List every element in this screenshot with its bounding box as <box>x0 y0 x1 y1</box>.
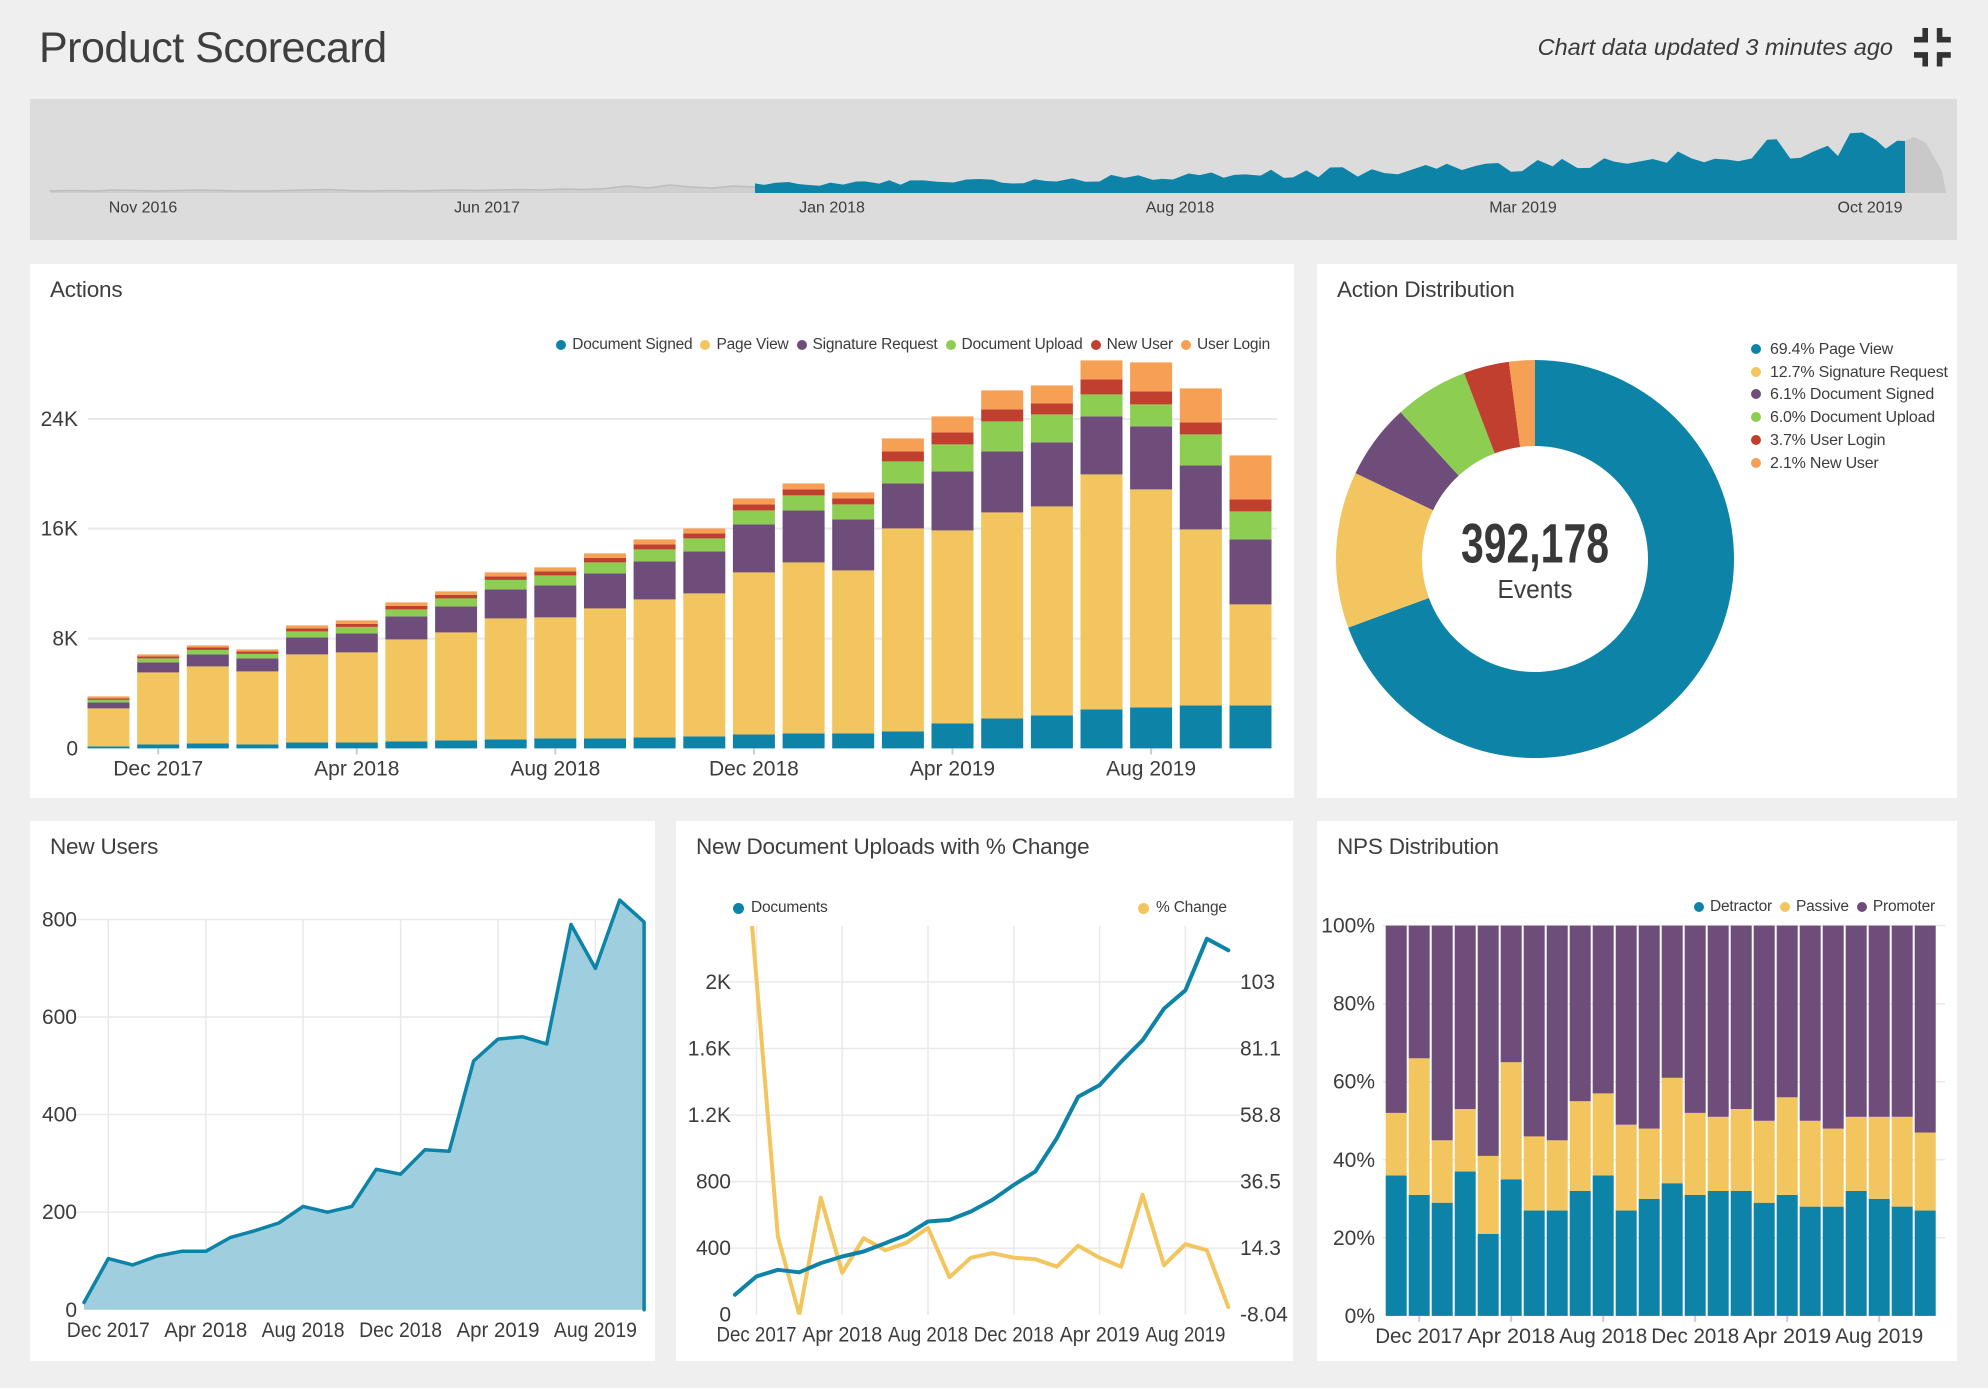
svg-text:Mar 2019: Mar 2019 <box>1489 200 1557 217</box>
svg-text:400: 400 <box>696 1237 731 1260</box>
svg-text:24K: 24K <box>41 408 78 431</box>
svg-text:400: 400 <box>42 1104 77 1127</box>
svg-text:1.2K: 1.2K <box>688 1104 731 1127</box>
svg-text:200: 200 <box>42 1201 77 1224</box>
svg-text:Dec 2017: Dec 2017 <box>717 1324 797 1347</box>
svg-text:-8.04: -8.04 <box>1240 1304 1288 1327</box>
svg-text:392,178: 392,178 <box>1461 512 1609 575</box>
svg-text:Aug 2018: Aug 2018 <box>1559 1325 1647 1348</box>
svg-text:8K: 8K <box>52 628 78 651</box>
svg-text:Aug 2018: Aug 2018 <box>1146 200 1215 217</box>
svg-text:14.3: 14.3 <box>1240 1237 1281 1260</box>
svg-text:Jan 2018: Jan 2018 <box>799 200 865 217</box>
svg-text:0: 0 <box>66 737 78 760</box>
svg-text:Nov 2016: Nov 2016 <box>109 200 178 217</box>
svg-text:2K: 2K <box>705 971 731 994</box>
svg-text:800: 800 <box>696 1171 731 1194</box>
svg-text:Dec 2018: Dec 2018 <box>1651 1325 1739 1348</box>
svg-text:Apr 2019: Apr 2019 <box>457 1319 540 1342</box>
svg-text:Apr 2019: Apr 2019 <box>1060 1324 1140 1347</box>
svg-text:Aug 2018: Aug 2018 <box>888 1324 968 1347</box>
svg-text:Oct 2019: Oct 2019 <box>1838 200 1903 217</box>
svg-text:Dec 2018: Dec 2018 <box>709 757 799 780</box>
svg-text:Dec 2018: Dec 2018 <box>359 1319 442 1342</box>
svg-text:Apr 2018: Apr 2018 <box>1467 1325 1555 1348</box>
svg-text:0%: 0% <box>1345 1305 1375 1328</box>
svg-text:Aug 2019: Aug 2019 <box>1835 1325 1923 1348</box>
svg-text:800: 800 <box>42 909 77 932</box>
svg-text:Apr 2019: Apr 2019 <box>910 757 995 780</box>
svg-text:Apr 2018: Apr 2018 <box>802 1324 882 1347</box>
svg-text:16K: 16K <box>41 518 78 541</box>
svg-text:Aug 2019: Aug 2019 <box>554 1319 637 1342</box>
svg-text:103: 103 <box>1240 971 1275 994</box>
svg-text:80%: 80% <box>1333 993 1375 1016</box>
svg-text:58.8: 58.8 <box>1240 1104 1281 1127</box>
svg-text:Aug 2019: Aug 2019 <box>1106 757 1196 780</box>
svg-text:Jun 2017: Jun 2017 <box>454 200 520 217</box>
svg-text:100%: 100% <box>1321 915 1375 938</box>
svg-text:36.5: 36.5 <box>1240 1171 1281 1194</box>
svg-text:Dec 2018: Dec 2018 <box>974 1324 1054 1347</box>
svg-text:40%: 40% <box>1333 1149 1375 1172</box>
svg-text:1.6K: 1.6K <box>688 1038 731 1061</box>
svg-text:Dec 2017: Dec 2017 <box>67 1319 150 1342</box>
svg-text:Apr 2018: Apr 2018 <box>164 1319 247 1342</box>
svg-text:Aug 2018: Aug 2018 <box>262 1319 345 1342</box>
svg-text:20%: 20% <box>1333 1227 1375 1250</box>
svg-text:Apr 2018: Apr 2018 <box>314 757 399 780</box>
svg-text:Events: Events <box>1498 574 1573 604</box>
svg-text:Aug 2018: Aug 2018 <box>510 757 600 780</box>
svg-text:Apr 2019: Apr 2019 <box>1743 1325 1831 1348</box>
svg-text:Dec 2017: Dec 2017 <box>1375 1325 1463 1348</box>
svg-text:60%: 60% <box>1333 1071 1375 1094</box>
svg-text:Dec 2017: Dec 2017 <box>113 757 203 780</box>
svg-text:0: 0 <box>65 1299 77 1322</box>
svg-text:600: 600 <box>42 1006 77 1029</box>
svg-text:81.1: 81.1 <box>1240 1038 1281 1061</box>
svg-text:0: 0 <box>719 1304 731 1327</box>
svg-text:Aug 2019: Aug 2019 <box>1145 1324 1225 1347</box>
